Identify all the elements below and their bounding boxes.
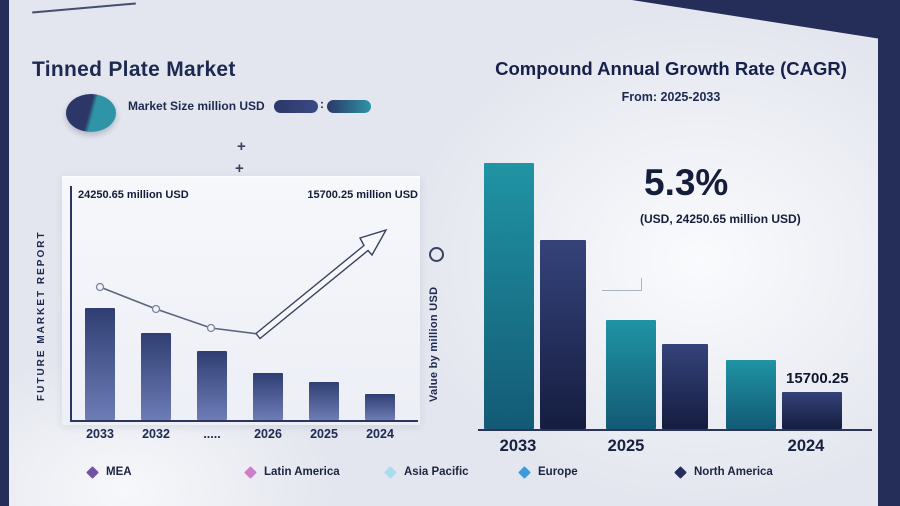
x-axis-label: 2024 bbox=[366, 427, 394, 441]
bar-2033 bbox=[85, 308, 115, 420]
left-bar-slot bbox=[240, 373, 296, 420]
axis-circle-icon bbox=[429, 247, 444, 262]
annotation-2024-value: 15700.25 million USD bbox=[307, 189, 418, 201]
plus-decoration: + bbox=[235, 160, 244, 177]
legend-swatch-icon bbox=[674, 465, 687, 479]
x-axis-label: 2032 bbox=[142, 427, 170, 441]
legend-swatch-icon bbox=[86, 465, 99, 479]
x-axis-label: 2025 bbox=[607, 437, 645, 455]
legend-label: MEA bbox=[106, 466, 132, 478]
legend-swatch-icon bbox=[518, 465, 531, 479]
legend-pill-separator: : bbox=[320, 97, 324, 111]
left-chart-x-labels: 2033 2032..... 2026 2025 2024 bbox=[72, 427, 408, 441]
legend-label: Europe bbox=[538, 466, 578, 478]
legend-item-asia-pacific: Asia Pacific bbox=[384, 464, 469, 480]
x-axis-label: 2033 bbox=[499, 437, 537, 455]
x-axis-label: ..... bbox=[203, 427, 221, 441]
right-edge-strip bbox=[878, 0, 900, 506]
top-left-accent-line bbox=[32, 2, 136, 14]
left-chart-x-axis bbox=[70, 420, 418, 422]
legend-pill-navy bbox=[274, 100, 318, 113]
legend-label: Latin America bbox=[264, 466, 340, 478]
x-axis-label: 2024 bbox=[787, 437, 825, 455]
market-size-legend-label: Market Size million USD bbox=[128, 99, 265, 113]
left-bar-slot bbox=[72, 308, 128, 420]
legend-label: Asia Pacific bbox=[404, 466, 469, 478]
left-bar-slot bbox=[128, 333, 184, 420]
cagr-title: Compound Annual Growth Rate (CAGR) bbox=[495, 58, 847, 79]
bar-2025 bbox=[309, 382, 339, 420]
bar-group-2033 bbox=[484, 163, 586, 429]
annotation-2033-value: 24250.65 million USD bbox=[78, 189, 189, 201]
bar-group-2025 bbox=[606, 320, 708, 429]
bar-2025-market-size-teal bbox=[606, 320, 656, 429]
left-chart-panel bbox=[62, 176, 420, 425]
cagr-subtitle: From: 2025-2033 bbox=[621, 90, 721, 104]
left-bar-slot bbox=[184, 351, 240, 420]
legend-item-mea: MEA bbox=[86, 464, 132, 480]
y-axis-title: Value by million USD bbox=[428, 286, 440, 402]
cagr-value: 5.3% bbox=[644, 162, 729, 203]
bar-..... bbox=[197, 351, 227, 420]
right-chart-baseline bbox=[478, 429, 872, 431]
right-chart-header: Compound Annual Growth Rate (CAGR) From:… bbox=[468, 58, 874, 104]
decorative-step-line bbox=[602, 278, 642, 291]
left-bar-slot bbox=[296, 382, 352, 420]
bar-2024-market-size-navy bbox=[782, 392, 842, 429]
legend-label: North America bbox=[694, 466, 773, 478]
end-value-label: 15700.25 bbox=[786, 370, 849, 387]
bar-2024-market-size-teal bbox=[726, 360, 776, 429]
legend-item-europe: Europe bbox=[518, 464, 578, 480]
plus-decoration: + bbox=[237, 138, 246, 155]
bar-group-2024 bbox=[726, 360, 842, 429]
bar-2024 bbox=[365, 394, 395, 420]
bar-2026 bbox=[253, 373, 283, 420]
bar-2033-market-size-navy bbox=[540, 240, 586, 429]
future-market-report-watermark: FUTURE MARKET REPORT bbox=[36, 230, 47, 402]
left-edge-strip bbox=[0, 0, 9, 506]
trend-line-and-arrow bbox=[95, 228, 388, 340]
left-chart-bars bbox=[72, 306, 408, 420]
x-axis-label: 2025 bbox=[310, 427, 338, 441]
left-bar-slot bbox=[352, 394, 408, 420]
left-chart-y-axis bbox=[70, 186, 72, 422]
page-title: Tinned Plate Market bbox=[32, 58, 236, 81]
bar-2032 bbox=[141, 333, 171, 420]
legend-pill-teal bbox=[327, 100, 371, 113]
legend-swatch-icon bbox=[384, 465, 397, 479]
legend-swatch-icon bbox=[244, 465, 257, 479]
region-legend: MEA Latin America Asia Pacific Europe North … bbox=[86, 464, 858, 480]
cagr-note: (USD, 24250.65 million USD) bbox=[640, 212, 801, 226]
bar-2033-market-size-teal bbox=[484, 163, 534, 429]
market-size-sphere-icon bbox=[66, 94, 116, 132]
legend-item-latin-america: Latin America bbox=[244, 464, 340, 480]
bar-2025-market-size-navy bbox=[662, 344, 708, 429]
x-axis-label: 2033 bbox=[86, 427, 114, 441]
x-axis-label: 2026 bbox=[254, 427, 282, 441]
right-chart-bars bbox=[480, 160, 872, 431]
legend-item-north-america: North America bbox=[674, 464, 773, 480]
